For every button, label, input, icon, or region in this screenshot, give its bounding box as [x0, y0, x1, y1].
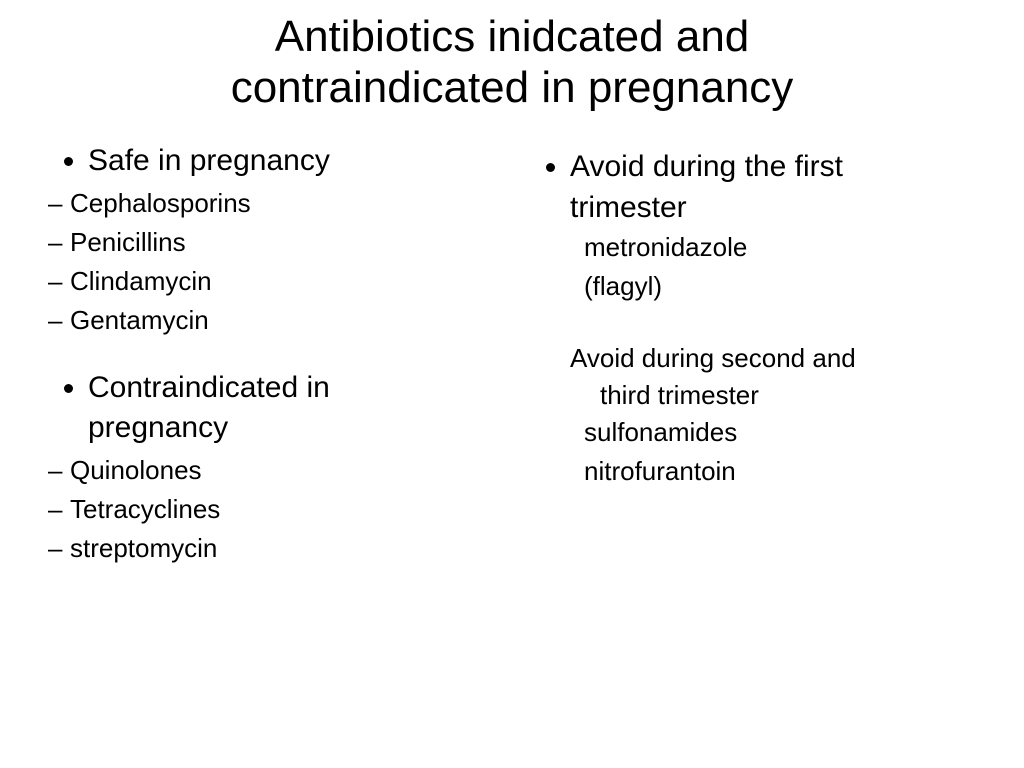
slide: Antibiotics inidcated and contraindicate…: [0, 0, 1024, 768]
first-trimester-items: metronidazole (flagyl): [522, 228, 984, 306]
left-list: Safe in pregnancy: [40, 141, 502, 182]
contra-sublist: Quinolones Tetracyclines streptomycin: [40, 451, 502, 568]
title-line-1: Antibiotics inidcated and: [275, 12, 750, 61]
content-columns: Safe in pregnancy Cephalosporins Penicil…: [40, 141, 984, 596]
list-item: sulfonamides: [570, 413, 984, 452]
safe-sublist: Cephalosporins Penicillins Clindamycin G…: [40, 184, 502, 340]
list-item: Quinolones: [70, 451, 502, 490]
heading-avoid-second: Avoid during second and third trimester: [570, 340, 984, 413]
list-item: Clindamycin: [70, 262, 502, 301]
heading-contraindicated: Contraindicated in pregnancy: [88, 368, 502, 449]
list-item: Penicillins: [70, 223, 502, 262]
right-column: Avoid during the first trimester metroni…: [522, 141, 984, 596]
right-list: Avoid during the first trimester: [522, 147, 984, 228]
heading-safe: Safe in pregnancy: [88, 141, 502, 182]
list-item: Cephalosporins: [70, 184, 502, 223]
left-column: Safe in pregnancy Cephalosporins Penicil…: [40, 141, 502, 596]
list-item: nitrofurantoin: [570, 452, 984, 491]
heading-avoid-first: Avoid during the first trimester: [570, 147, 984, 228]
list-item: metronidazole: [584, 228, 984, 267]
slide-title: Antibiotics inidcated and contraindicate…: [40, 12, 984, 113]
avoid-second-block: Avoid during second and third trimester …: [522, 340, 984, 491]
list-item: (flagyl): [584, 267, 984, 306]
list-item: Gentamycin: [70, 301, 502, 340]
list-item: streptomycin: [70, 529, 502, 568]
list-item: Tetracyclines: [70, 490, 502, 529]
title-line-2: contraindicated in pregnancy: [231, 63, 794, 112]
left-list-2: Contraindicated in pregnancy: [40, 368, 502, 449]
